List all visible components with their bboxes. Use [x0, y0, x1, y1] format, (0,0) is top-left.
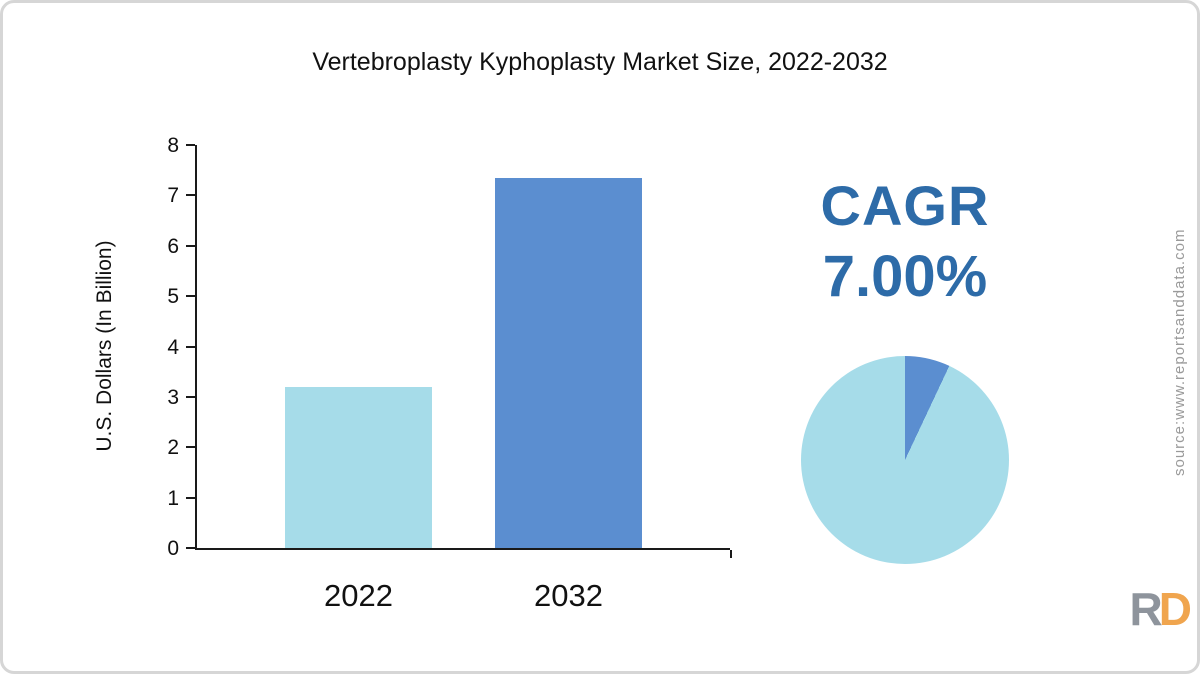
y-tick-label: 0 [167, 537, 179, 560]
y-tick [186, 446, 195, 449]
logo-letter-r: R [1129, 583, 1163, 635]
y-tick-label: 1 [167, 486, 179, 510]
y-tick-label: 4 [167, 335, 179, 359]
cagr-value: 7.00% [822, 244, 988, 309]
y-tick [186, 496, 195, 499]
y-tick-label: 2 [167, 436, 179, 460]
y-tick-label: 3 [167, 385, 179, 409]
x-axis-end-tick [730, 550, 732, 558]
y-tick-label: 7 [167, 184, 179, 208]
x-category-label: 2022 [324, 578, 393, 613]
y-tick [186, 295, 195, 298]
logo-letter-d: D [1158, 583, 1192, 635]
cagr-block: CAGR 7.00% [755, 178, 1055, 306]
y-tick [186, 144, 195, 146]
y-tick [186, 194, 195, 197]
logo: RD [1129, 583, 1193, 635]
chart-title: Vertebroplasty Kyphoplasty Market Size, … [312, 48, 888, 76]
bar-2032 [495, 177, 642, 548]
y-tick [186, 244, 195, 247]
y-tick [186, 345, 195, 348]
y-axis-label: U.S. Dollars (In Billion) [93, 240, 116, 452]
bar-2022 [285, 386, 432, 548]
cagr-label: CAGR [820, 174, 990, 237]
y-tick-label: 8 [167, 134, 179, 157]
pie-chart [801, 356, 1009, 564]
y-tick [186, 547, 195, 549]
y-tick-label: 5 [167, 285, 179, 309]
x-category-label: 2032 [534, 578, 603, 613]
y-tick-label: 6 [167, 234, 179, 258]
bar-chart-plot-area: 0 1 2 3 4 5 6 7 8 2022 2032 [167, 135, 732, 613]
y-tick [186, 395, 195, 398]
source-text: source:www.reportsanddata.com [1171, 228, 1188, 477]
